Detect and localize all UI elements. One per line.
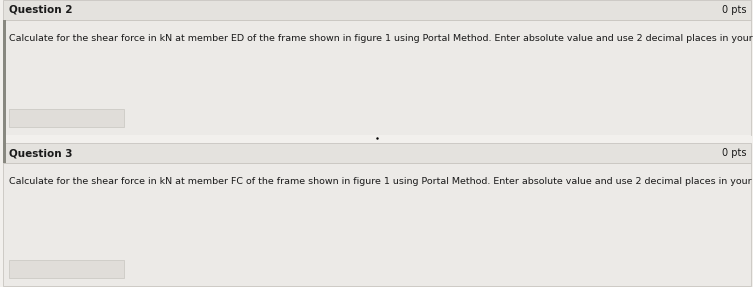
Text: 0 pts: 0 pts [722,5,747,15]
Bar [3,135,751,143]
Text: Calculate for the shear force in kN at member FC of the frame shown in figure 1 : Calculate for the shear force in kN at m… [9,177,753,186]
Text: Calculate for the shear force in kN at member ED of the frame shown in figure 1 : Calculate for the shear force in kN at m… [9,34,753,43]
Bar [3,20,751,135]
Bar [3,163,751,286]
Bar [3,143,751,163]
Text: Question 3: Question 3 [9,148,72,158]
Text: Question 2: Question 2 [9,5,72,15]
Bar [9,260,124,278]
Text: 0 pts: 0 pts [722,148,747,158]
Bar [9,109,124,127]
Bar [3,20,6,163]
Bar [3,0,751,20]
